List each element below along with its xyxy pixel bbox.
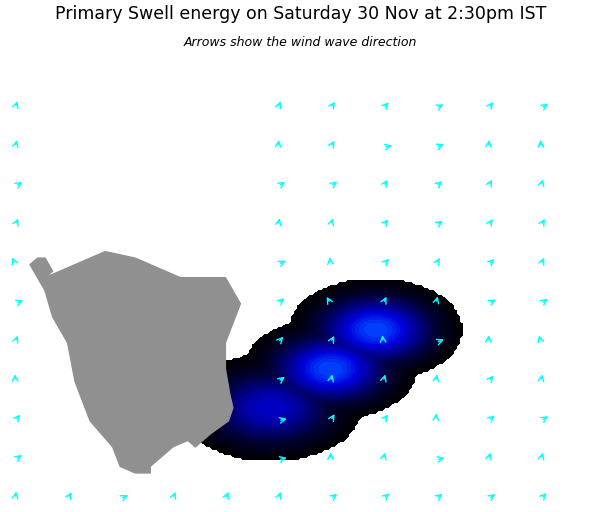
Text: Arrows show the wind wave direction: Arrows show the wind wave direction [184,36,417,49]
Polygon shape [30,251,240,473]
Text: Primary Swell energy on Saturday 30 Nov at 2:30pm IST: Primary Swell energy on Saturday 30 Nov … [55,5,546,23]
